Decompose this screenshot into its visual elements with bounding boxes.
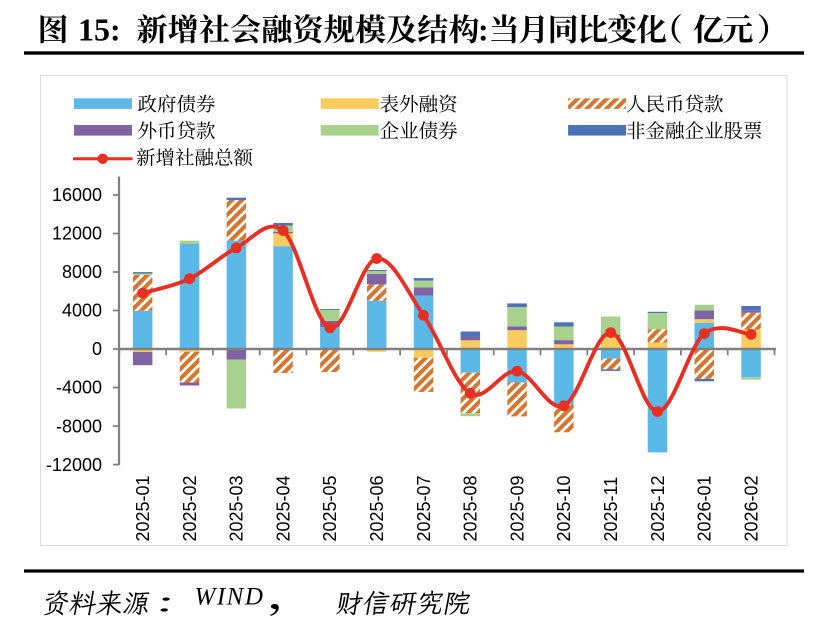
svg-text:2025-09: 2025-09: [507, 475, 527, 541]
svg-text:2025-02: 2025-02: [180, 475, 200, 541]
svg-text:8000: 8000: [62, 262, 102, 282]
svg-text:2025-08: 2025-08: [461, 475, 481, 541]
svg-text:2025-04: 2025-04: [273, 475, 293, 541]
svg-text:2025-06: 2025-06: [367, 475, 387, 541]
svg-text:0: 0: [92, 339, 102, 359]
svg-text:-8000: -8000: [56, 416, 102, 436]
svg-text:2025-07: 2025-07: [414, 475, 434, 541]
svg-text:2026-01: 2026-01: [695, 475, 715, 541]
svg-text:WIND: WIND: [195, 584, 265, 611]
svg-text:2025-05: 2025-05: [320, 475, 340, 541]
svg-text:-4000: -4000: [56, 378, 102, 398]
svg-text:12000: 12000: [52, 224, 102, 244]
svg-text::: :: [478, 12, 489, 48]
svg-text:2026-02: 2026-02: [741, 475, 761, 541]
svg-text:4000: 4000: [62, 301, 102, 321]
svg-text:-12000: -12000: [46, 455, 102, 475]
svg-text:2025-10: 2025-10: [554, 475, 574, 541]
svg-text:2025-03: 2025-03: [227, 475, 247, 541]
svg-text:2025-11: 2025-11: [601, 477, 621, 542]
svg-text:2025-12: 2025-12: [648, 475, 668, 541]
svg-text:2025-01: 2025-01: [133, 475, 153, 541]
svg-text:15:: 15:: [78, 12, 121, 48]
svg-text:16000: 16000: [52, 185, 102, 205]
